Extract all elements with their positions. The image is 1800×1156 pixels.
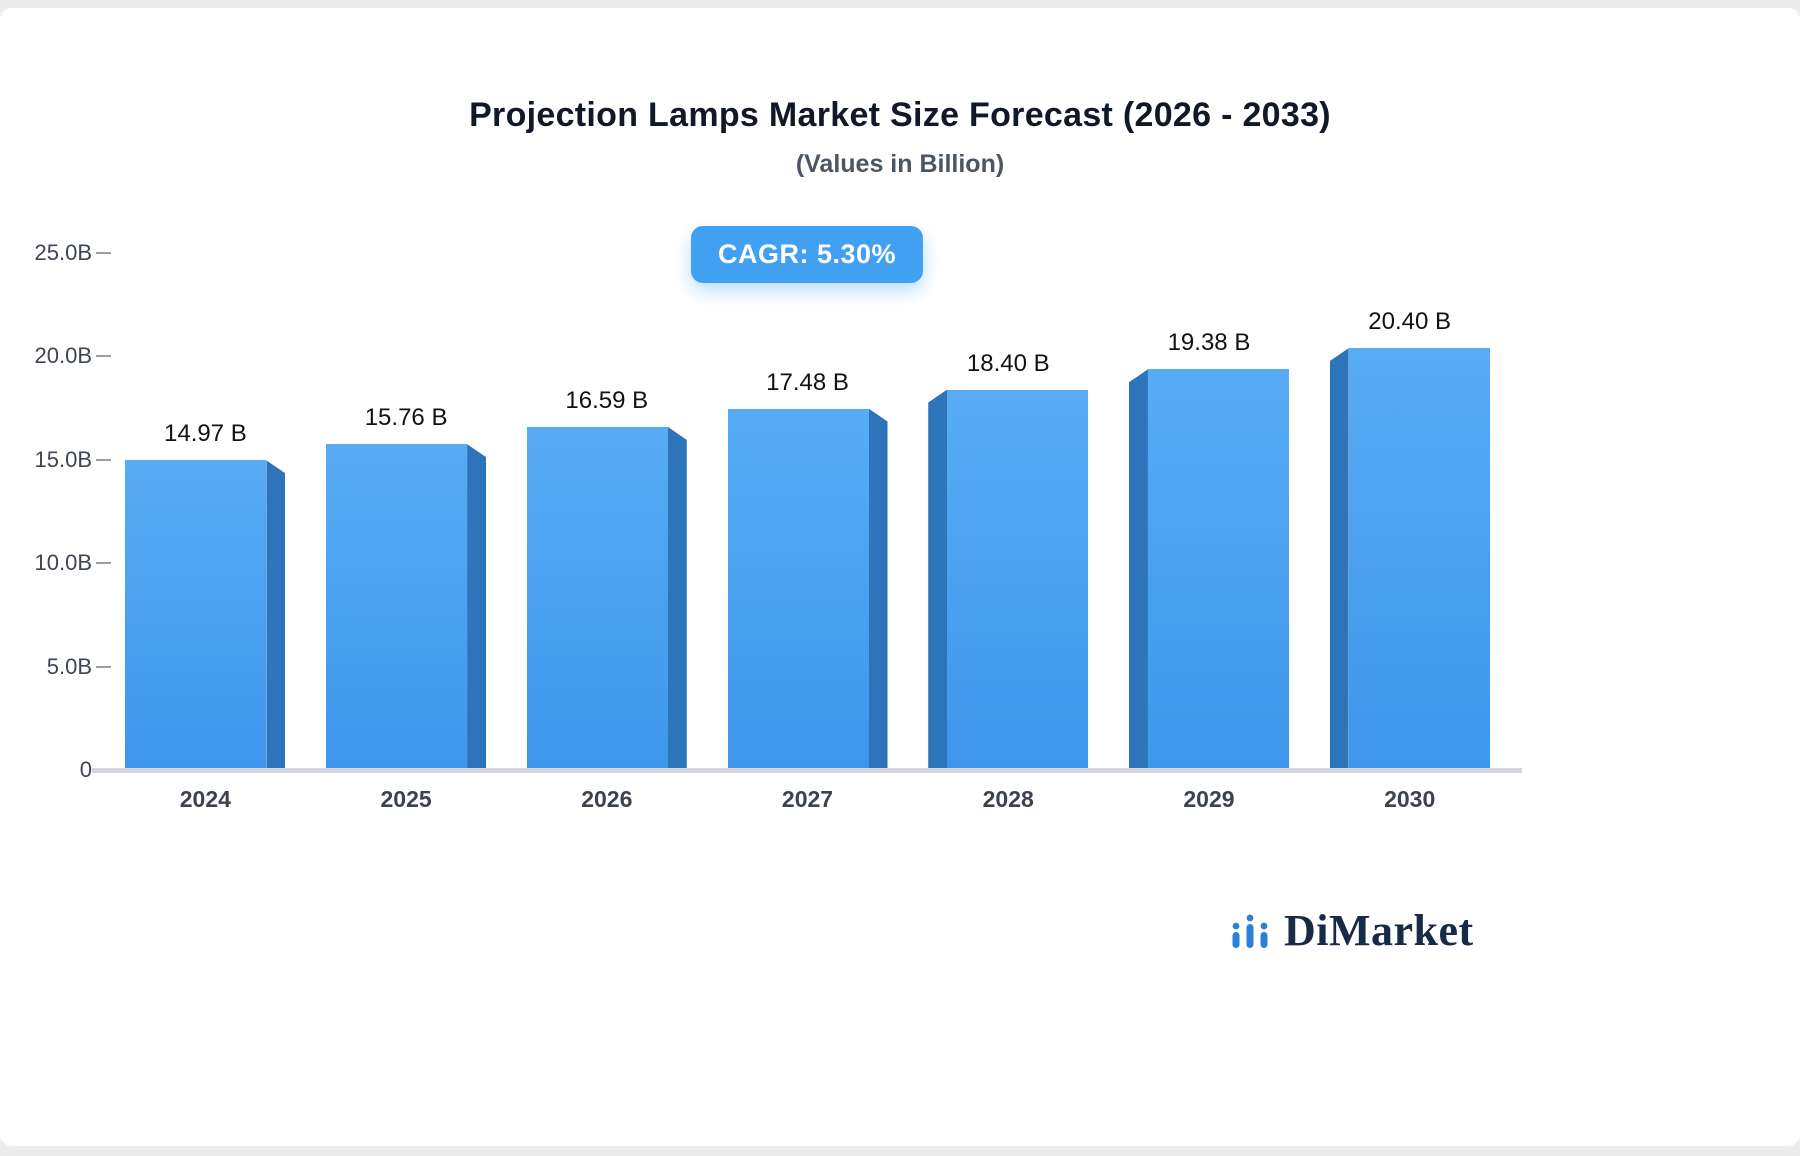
bar-slot: 17.48 B <box>707 253 908 770</box>
bar-slot: 16.59 B <box>506 253 707 770</box>
bar-slot: 15.76 B <box>306 253 507 770</box>
x-axis-label: 2029 <box>1183 786 1235 812</box>
bar-face <box>1348 348 1490 770</box>
x-axis-label: 2027 <box>781 786 834 812</box>
bar-2027 <box>727 408 888 770</box>
chart-card: Projection Lamps Market Size Forecast (2… <box>0 8 1800 1146</box>
bar-value-label: 14.97 B <box>163 420 247 448</box>
y-tick-label: 20.0B <box>34 343 93 369</box>
x-axis-label: 2028 <box>982 786 1034 812</box>
bar-face <box>326 444 468 770</box>
bar-side-shade <box>1329 348 1349 770</box>
bar-value-label: 19.38 B <box>1167 329 1251 357</box>
bar-slot: 14.97 B <box>105 253 306 770</box>
y-tick-mark <box>96 665 111 668</box>
chart-subtitle: (Values in Billion) <box>795 150 1005 178</box>
brand-logo-text: DiMarket <box>1284 906 1474 955</box>
y-axis: 0 5.0B 10.0B 15.0B 20.0B 25.0B <box>12 240 111 782</box>
y-tick-label: 5.0B <box>46 653 92 679</box>
y-tick-mark <box>96 562 111 565</box>
bar-2030 <box>1329 348 1490 770</box>
bar-side-shade <box>868 408 888 770</box>
bar-face <box>727 408 869 770</box>
bar-2026 <box>526 426 687 770</box>
bar-2024 <box>125 460 286 770</box>
bar-face <box>526 426 668 770</box>
bar-face <box>125 460 267 770</box>
bar-2029 <box>1128 369 1289 770</box>
x-axis-label: 2024 <box>179 786 231 812</box>
cagr-badge: CAGR: 5.30% <box>690 226 924 283</box>
bar-2025 <box>326 444 487 770</box>
plot-area: 14.97 B 15.76 B 16.59 B 17.48 B 18.40 B 19.38… <box>105 253 1510 770</box>
bar-slot: 19.38 B <box>1109 253 1310 770</box>
bar-side-shade <box>467 444 487 770</box>
y-tick-label: 15.0B <box>34 446 93 472</box>
bar-face <box>947 389 1089 770</box>
bar-chart-logo-icon <box>1232 914 1268 948</box>
bar-slot: 18.40 B <box>908 253 1109 770</box>
x-axis-label: 2025 <box>380 786 432 812</box>
bar-side-shade <box>928 389 948 770</box>
y-tick-label: 0 <box>79 757 92 782</box>
y-tick-label: 25.0B <box>34 240 93 265</box>
bar-2028 <box>928 389 1089 770</box>
x-axis-label: 2026 <box>581 786 633 812</box>
brand-logo: DiMarket <box>1226 905 1474 956</box>
bar-value-label: 20.40 B <box>1368 308 1452 336</box>
bar-face <box>1147 369 1289 770</box>
x-axis-line <box>92 768 1522 773</box>
x-axis-label: 2030 <box>1384 786 1436 812</box>
bar-value-label: 18.40 B <box>966 349 1050 377</box>
y-tick-label: 10.0B <box>34 550 93 576</box>
bar-value-label: 16.59 B <box>565 386 649 414</box>
bar-side-shade <box>1128 369 1148 770</box>
bar-side-shade <box>667 426 687 770</box>
y-tick-mark <box>96 252 111 254</box>
y-tick-mark <box>96 355 111 358</box>
bar-side-shade <box>266 460 286 770</box>
bar-value-label: 15.76 B <box>364 404 448 432</box>
x-axis-labels: 2024 2025 2026 2027 2028 2029 2030 <box>105 786 1510 813</box>
chart-title: Projection Lamps Market Size Forecast (2… <box>469 96 1331 134</box>
bar-slot: 20.40 B <box>1309 253 1510 770</box>
y-tick-mark <box>96 458 111 461</box>
bar-value-label: 17.48 B <box>766 368 849 396</box>
